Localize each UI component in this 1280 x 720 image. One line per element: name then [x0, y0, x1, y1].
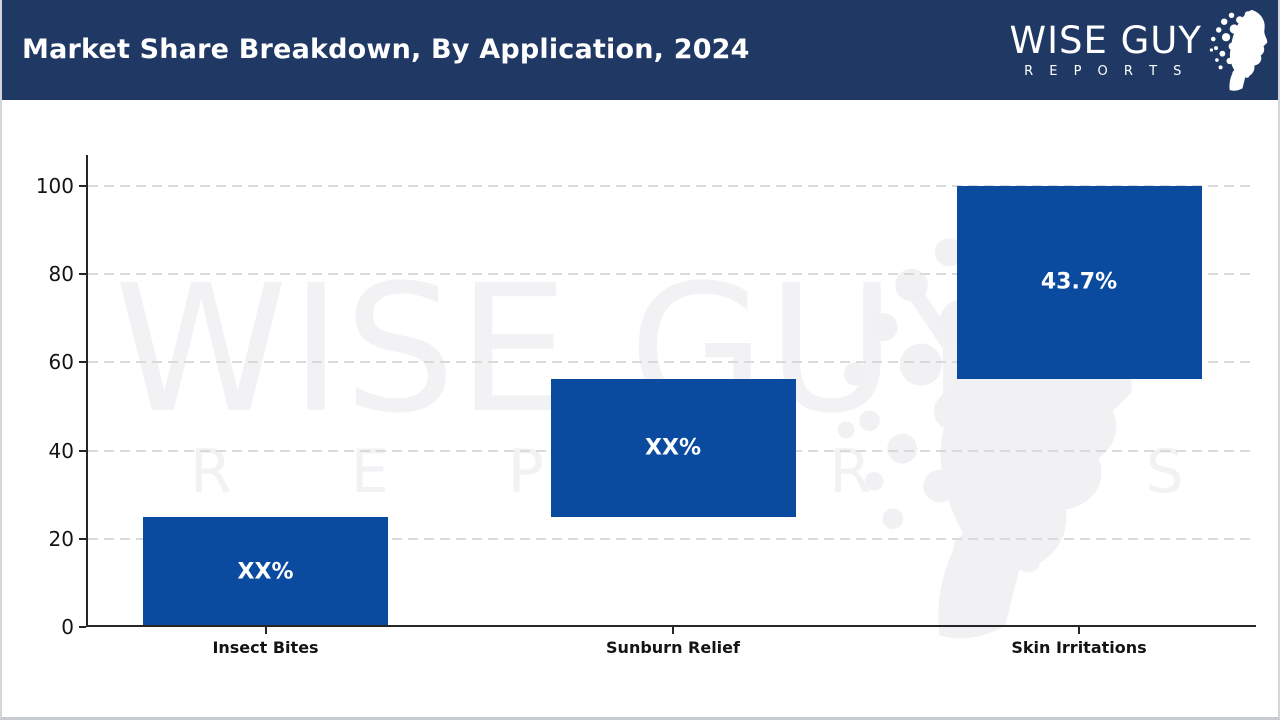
y-tick-label: 60: [48, 350, 74, 375]
page-title: Market Share Breakdown, By Application, …: [22, 34, 750, 65]
y-tick-label: 0: [61, 615, 74, 639]
y-axis-line: [86, 155, 88, 627]
wise-guy-logo: WISE GUY R E P O R T S: [1010, 8, 1270, 92]
logo-wordmark: WISE GUY: [1009, 19, 1202, 62]
bar-value-label: XX%: [237, 559, 294, 585]
y-tick-label: 20: [48, 526, 74, 551]
y-tick-mark: [79, 185, 86, 187]
bar-skin-irritations: [956, 186, 1202, 379]
gridline-20: [88, 537, 1255, 540]
bar-value-label: 43.7%: [1040, 269, 1118, 295]
x-axis-line: [86, 625, 1256, 627]
bar-sunburn-relief: [550, 378, 796, 517]
x-tick-label: Sunburn Relief: [606, 638, 740, 657]
logo-subtitle: R E P O R T S: [1024, 64, 1188, 79]
gridline-80: [88, 273, 1255, 276]
x-tick-mark: [264, 627, 267, 634]
y-tick-mark: [79, 626, 86, 628]
y-tick-label: 40: [48, 438, 74, 463]
logo-text: WISE GUY R E P O R T S: [1009, 19, 1202, 80]
x-tick-label: Skin Irritations: [1011, 638, 1147, 657]
x-tick-mark: [672, 627, 674, 634]
logo-head-icon: [1209, 9, 1268, 91]
y-tick-label: 80: [48, 262, 74, 287]
bar-value-label: XX%: [645, 435, 701, 461]
y-tick-mark: [79, 537, 86, 540]
header-bar: Market Share Breakdown, By Application, …: [2, 0, 1278, 100]
y-tick-mark: [79, 361, 86, 364]
gridline-60: [88, 361, 1255, 364]
y-tick-label: 100: [35, 174, 74, 198]
gridline-100: [88, 185, 1255, 187]
bar-insect-bites: [143, 516, 388, 627]
x-tick-label: Insect Bites: [212, 638, 319, 657]
x-tick-mark: [1078, 627, 1080, 634]
y-tick-mark: [79, 449, 86, 452]
y-tick-mark: [79, 273, 86, 276]
